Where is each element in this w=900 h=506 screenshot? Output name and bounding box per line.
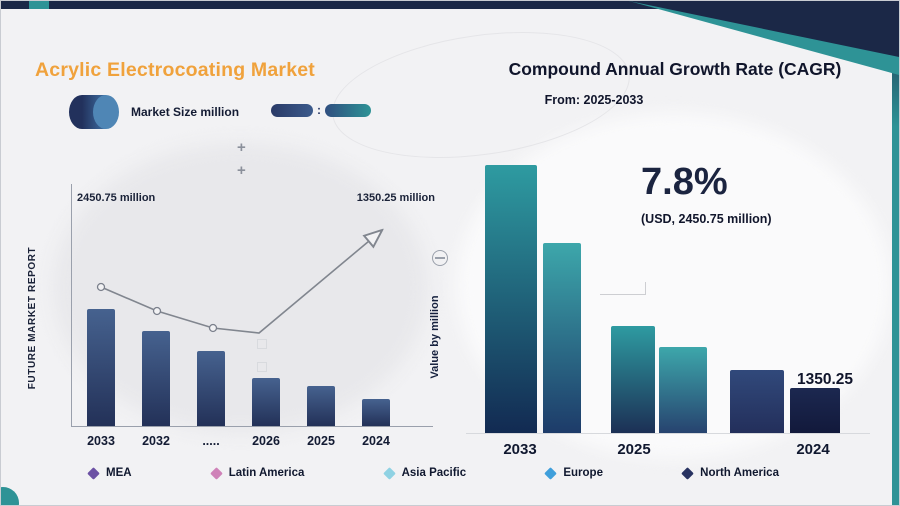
top-border-bar <box>1 1 899 9</box>
x-axis-tick-label: 2026 <box>252 434 280 448</box>
market-size-bar <box>362 399 390 426</box>
x-axis-tick-label: 2025 <box>307 434 335 448</box>
cagr-bar <box>659 347 707 433</box>
x-axis-tick-label: 2024 <box>796 441 830 458</box>
legend-diamond-icon <box>87 466 100 480</box>
cagr-chart: 2033 2025 2024 1350.25 <box>456 159 896 489</box>
cagr-note: (USD, 2450.75 million) <box>641 212 772 226</box>
x-axis-tick-label: ..... <box>202 434 220 448</box>
cagr-bar <box>611 326 655 433</box>
pill-separator: : <box>317 103 321 117</box>
baseline <box>466 433 870 434</box>
x-axis-tick-label: 2033 <box>87 434 115 448</box>
plus-decoration: + <box>237 162 246 179</box>
cagr-bar <box>790 388 840 433</box>
cagr-title: Compound Annual Growth Rate (CAGR) <box>508 59 842 79</box>
footer-legend-item: Europe <box>544 466 603 480</box>
legend-label: MEA <box>106 467 132 479</box>
trend-marker-icon <box>96 282 106 292</box>
trend-line <box>100 231 381 334</box>
ghost-square-decoration <box>257 362 267 372</box>
market-size-bars <box>63 184 437 426</box>
top-border-notch <box>29 1 49 9</box>
chart-end-value-label: 1350.25 million <box>356 192 435 204</box>
footer-legend: MEA Latin America Asia Pacific Europe North … <box>87 466 779 480</box>
market-size-legend: Market Size million <box>67 93 239 131</box>
plus-decoration: + <box>237 139 246 156</box>
cagr-percentage: 7.8% <box>641 161 728 203</box>
minus-circle-icon <box>432 250 448 266</box>
legend-diamond-icon <box>382 466 396 480</box>
left-chart-y-axis-label: FUTURE MARKET REPORT <box>27 246 38 390</box>
trend-line-group <box>96 231 382 334</box>
cagr-bar <box>485 165 537 433</box>
market-size-chart: 2450.75 million 1350.25 million 2033 2032… <box>63 184 437 464</box>
database-cylinder-icon <box>69 95 119 129</box>
trend-marker-icon <box>152 306 162 316</box>
footer-legend-item: MEA <box>87 466 132 480</box>
market-size-bar <box>307 386 335 426</box>
legend-diamond-icon <box>209 466 223 480</box>
x-axis-line <box>71 426 433 427</box>
market-size-bar <box>142 331 170 426</box>
background-blob-left <box>53 143 428 433</box>
market-size-bar <box>197 351 225 426</box>
legend-label: Europe <box>563 467 603 479</box>
trend-line-svg <box>96 184 437 334</box>
pill-decoration <box>325 103 371 117</box>
x-axis-tick-label: 2025 <box>617 441 651 458</box>
y-axis-line <box>71 184 72 427</box>
x-axis-tick-label: 2033 <box>503 441 537 458</box>
trend-marker-icon <box>208 323 218 333</box>
pill-decoration-group: : <box>271 103 371 117</box>
footer-legend-item: Latin America <box>209 466 305 480</box>
market-size-x-labels: 2033 2032..... 2026 2025 2024 <box>63 434 437 452</box>
cagr-subtitle: From: 2025-2033 <box>544 93 644 107</box>
pill-decoration <box>271 103 313 117</box>
legend-label: Asia Pacific <box>401 467 467 479</box>
right-border-strip <box>892 1 899 505</box>
footer-legend-item: North America <box>681 466 779 480</box>
legend-diamond-icon <box>544 466 558 480</box>
market-size-bar <box>252 378 280 426</box>
market-size-bar <box>87 309 115 426</box>
legend-label: North America <box>700 467 779 479</box>
market-size-label: Market Size million <box>131 105 240 119</box>
ghost-square-decoration <box>257 339 267 349</box>
chart-start-value-label: 2450.75 million <box>77 192 156 204</box>
x-axis-tick-label: 2032 <box>142 434 170 448</box>
right-chart-y-axis-label: Value by million <box>429 295 441 379</box>
legend-diamond-icon <box>681 466 695 480</box>
page-title: Acrylic Electrocoating Market <box>35 59 315 81</box>
top-right-corner-decoration <box>629 1 899 75</box>
footer-legend-item: Asia Pacific <box>382 466 467 480</box>
end-value-label: 1350.25 <box>796 371 854 388</box>
x-axis-tick-label: 2024 <box>362 434 390 448</box>
bottom-left-corner-decoration <box>1 487 19 505</box>
bracket-decoration <box>600 282 646 295</box>
cagr-bar <box>543 243 581 433</box>
cagr-bar <box>730 370 784 433</box>
legend-label: Latin America <box>228 467 305 479</box>
